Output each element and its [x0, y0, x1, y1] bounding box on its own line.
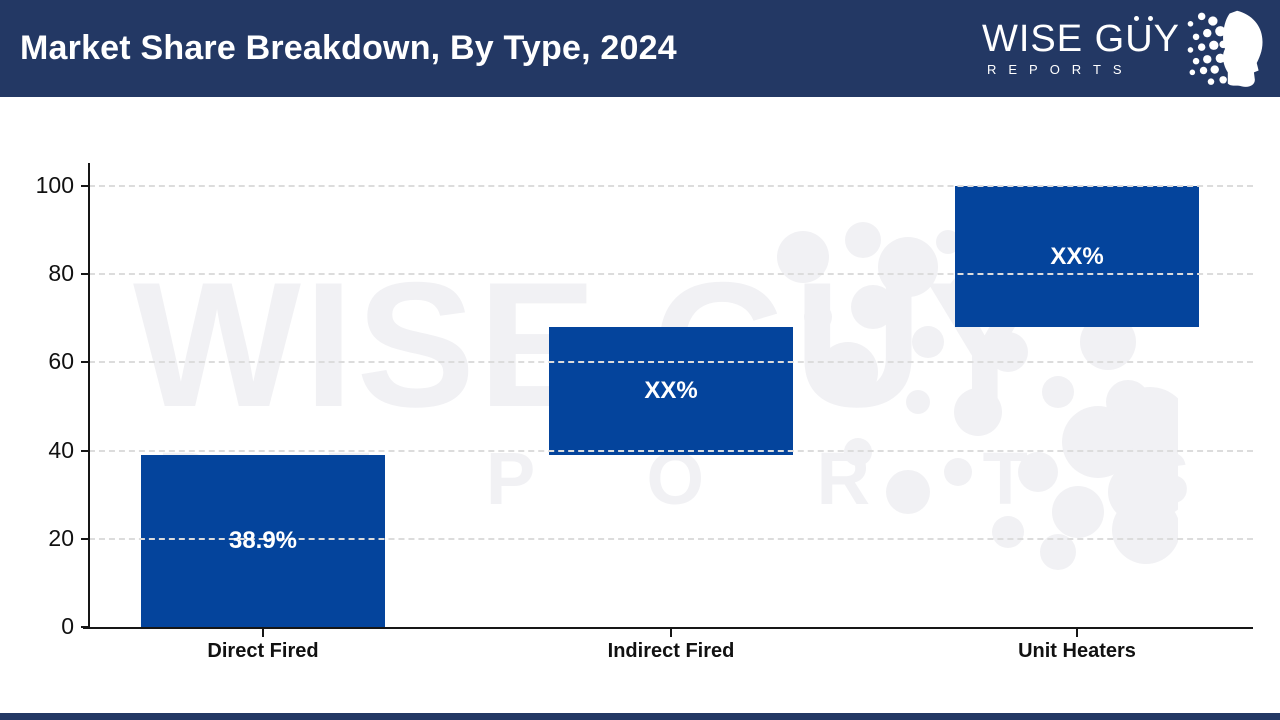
bar-direct-fired [141, 455, 385, 627]
y-tick-label: 100 [35, 171, 74, 198]
x-category-label: Unit Heaters [1018, 640, 1136, 662]
y-tick-label: 0 [61, 612, 74, 639]
y-tick-mark [81, 185, 89, 187]
logo-y-dot-icon [1133, 16, 1139, 21]
y-axis [88, 163, 90, 629]
x-tick-mark [670, 629, 672, 637]
y-tick-label: 40 [48, 436, 74, 463]
y-tick-label: 80 [48, 260, 74, 287]
logo-wiseguy-label: WISE GUY [981, 18, 1180, 60]
footer-bar [0, 713, 1280, 720]
y-tick-label: 60 [48, 348, 74, 375]
page-title: Market Share Breakdown, By Type, 2024 [20, 29, 677, 67]
logo-y-dot-icon [1147, 16, 1153, 21]
y-tick-label: 20 [48, 524, 74, 551]
logo-reports-label: REPORTS [986, 62, 1134, 77]
y-tick-mark [81, 273, 89, 276]
x-category-label: Indirect Fired [607, 640, 735, 662]
gridline-100 [89, 185, 1253, 187]
face-profile-icon [1187, 10, 1263, 87]
x-category-label: Direct Fired [207, 640, 319, 662]
bar-indirect-fired [549, 327, 793, 456]
gridline-20 [89, 537, 1253, 540]
gridline-80 [89, 273, 1253, 276]
y-tick-mark [81, 537, 89, 540]
y-tick-mark [81, 361, 89, 364]
bar-value-label: XX% [644, 377, 698, 405]
x-axis [83, 627, 1253, 629]
y-tick-mark [81, 449, 89, 452]
bar-value-label: 38.9% [228, 527, 298, 555]
bar-value-label: XX% [1050, 242, 1104, 270]
logo-text: WISE GUY REPORTS [981, 16, 1180, 77]
gridline-60 [89, 361, 1253, 364]
wise-guy-reports-logo: WISE GUY REPORTS [982, 7, 1280, 91]
header-bar: Market Share Breakdown, By Type, 2024 WI… [0, 0, 1280, 97]
x-tick-mark [262, 629, 264, 637]
x-tick-mark [1076, 629, 1078, 637]
gridline-40 [89, 449, 1253, 452]
bar-unit-heaters [955, 186, 1199, 328]
